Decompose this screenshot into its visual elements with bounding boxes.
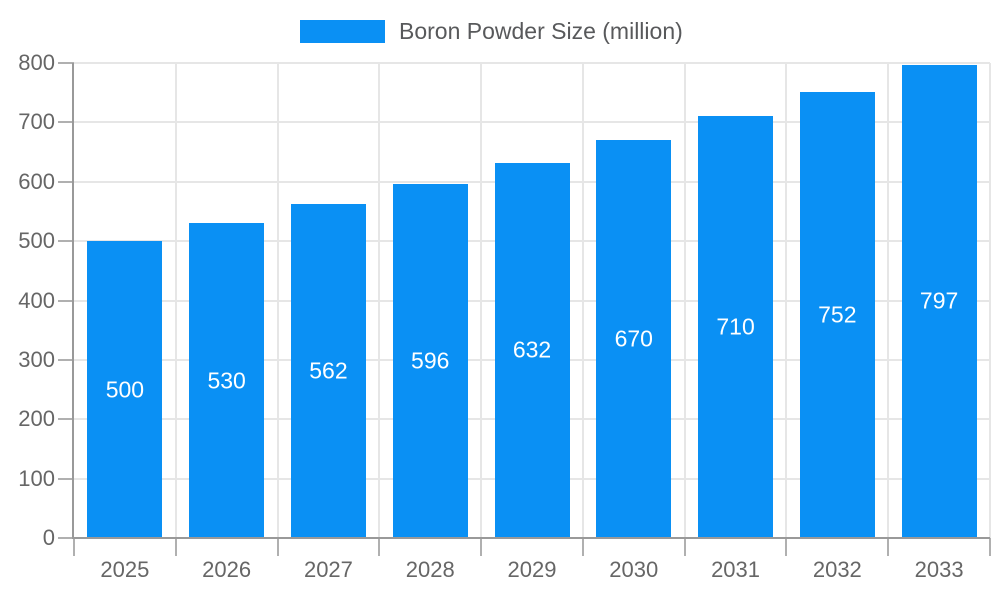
v-gridline (887, 63, 890, 538)
y-tick (58, 537, 74, 539)
x-tick (378, 538, 381, 556)
legend-label: Boron Powder Size (million) (399, 18, 683, 44)
y-tick (58, 240, 74, 243)
bar[interactable]: 500 (87, 241, 163, 538)
x-tick-label: 2025 (100, 557, 150, 582)
bar[interactable]: 710 (698, 116, 774, 538)
v-gridline (683, 63, 686, 538)
bar[interactable]: 562 (290, 204, 366, 538)
v-gridline (581, 63, 584, 538)
bar-value-label: 797 (919, 287, 959, 314)
y-tick-label: 400 (18, 287, 55, 313)
y-tick (58, 180, 74, 183)
y-tick (58, 477, 74, 480)
x-axis-line (72, 537, 990, 539)
y-tick-label: 600 (18, 168, 55, 194)
v-gridline (378, 63, 381, 538)
bar-value-label: 710 (716, 313, 755, 340)
legend[interactable]: Boron Powder Size (million) (300, 18, 683, 45)
x-tick-label: 2027 (303, 557, 353, 582)
bar-value-label: 632 (512, 336, 552, 363)
y-tick-label: 500 (18, 228, 55, 254)
y-tick-label: 700 (18, 109, 55, 135)
bar-value-label: 596 (411, 347, 450, 374)
y-tick-label: 300 (18, 346, 55, 372)
x-tick-label: 2031 (711, 557, 761, 582)
bar[interactable]: 670 (596, 140, 672, 538)
bar-value-label: 670 (614, 325, 653, 352)
x-tick (174, 538, 177, 556)
v-gridline (989, 63, 991, 538)
bar[interactable]: 752 (799, 91, 875, 538)
bar[interactable]: 596 (392, 184, 468, 538)
x-tick-label: 2028 (405, 557, 455, 582)
y-tick-label: 100 (18, 465, 55, 491)
x-tick (785, 538, 788, 556)
h-gridline (74, 62, 990, 64)
y-tick (58, 358, 74, 361)
y-tick-label: 200 (18, 406, 55, 432)
legend-swatch (300, 20, 385, 43)
v-gridline (480, 63, 483, 538)
bar[interactable]: 797 (901, 64, 977, 538)
x-tick (276, 538, 279, 556)
x-tick-label: 2030 (609, 557, 659, 582)
y-tick-label: 0 (42, 525, 55, 550)
x-tick-label: 2033 (914, 557, 964, 582)
x-tick (989, 538, 991, 556)
bar[interactable]: 530 (189, 223, 265, 538)
h-gridline (74, 121, 990, 124)
plot-area: 500 530 562 596 632 670 710 752 797 (72, 62, 991, 539)
x-tick (581, 538, 584, 556)
v-gridline (276, 63, 279, 538)
y-tick (58, 418, 74, 421)
bar-value-label: 562 (309, 357, 348, 384)
y-tick (58, 121, 74, 124)
x-tick (887, 538, 890, 556)
v-gridline (174, 63, 177, 538)
y-tick (58, 62, 74, 64)
x-tick-label: 2029 (507, 557, 557, 582)
y-axis-line (72, 63, 74, 538)
x-tick (480, 538, 483, 556)
x-tick-label: 2026 (202, 557, 252, 582)
bar-value-label: 530 (207, 367, 246, 394)
y-tick-label: 800 (18, 50, 55, 75)
bar[interactable]: 632 (494, 162, 570, 538)
bar-value-label: 752 (818, 301, 857, 328)
y-tick (58, 299, 74, 302)
x-tick (683, 538, 686, 556)
x-tick-label: 2032 (812, 557, 862, 582)
v-gridline (785, 63, 788, 538)
bar-value-label: 500 (105, 376, 145, 403)
x-tick (73, 538, 75, 556)
